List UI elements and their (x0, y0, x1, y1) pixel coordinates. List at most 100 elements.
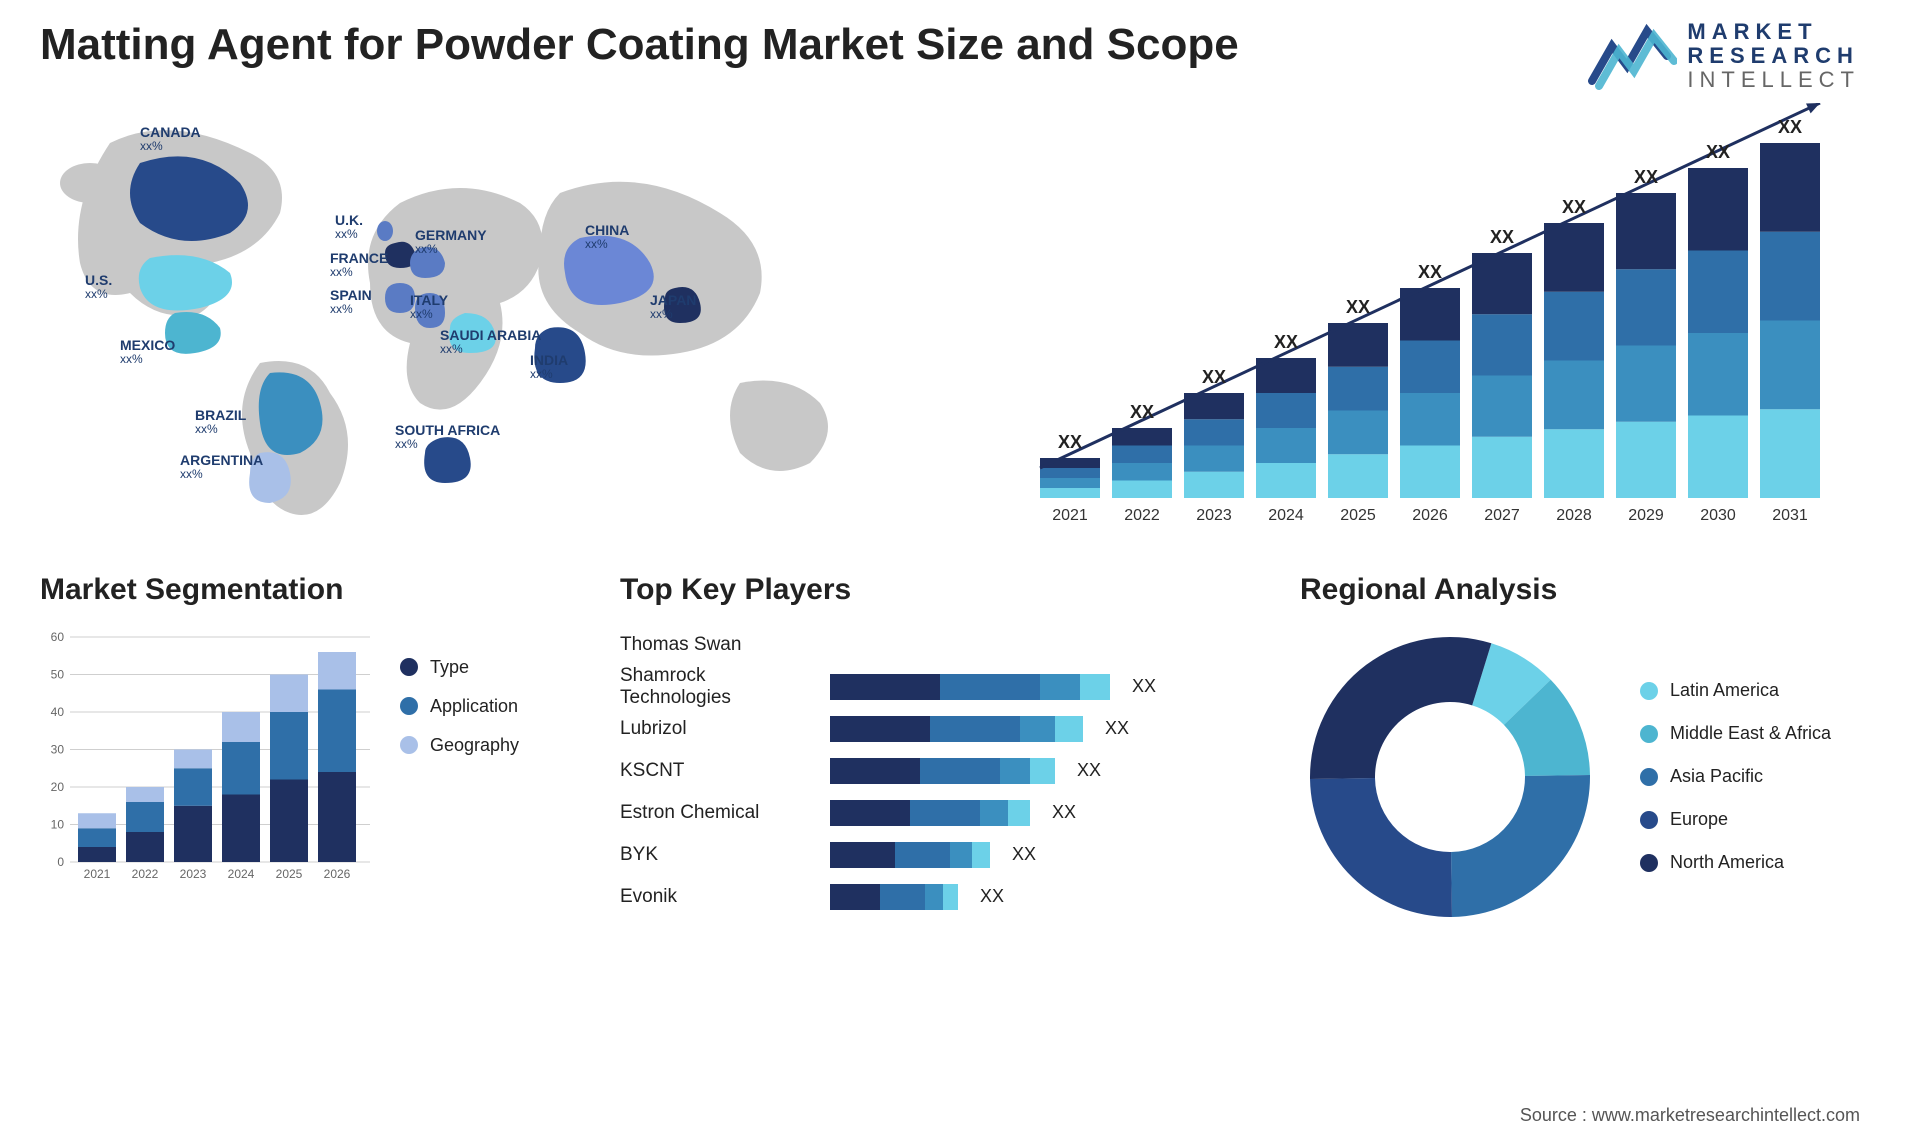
logo-line2: RESEARCH (1687, 44, 1860, 68)
legend-label: North America (1670, 852, 1784, 873)
legend-label: Latin America (1670, 680, 1779, 701)
svg-text:XX: XX (1058, 432, 1082, 452)
svg-text:2026: 2026 (1412, 507, 1448, 524)
svg-text:2025: 2025 (1340, 507, 1376, 524)
svg-text:60: 60 (51, 630, 65, 644)
player-bar-segment (1020, 716, 1055, 742)
legend-dot-icon (1640, 811, 1658, 829)
map-label: CHINAxx% (585, 223, 629, 252)
svg-text:XX: XX (1490, 227, 1514, 247)
svg-text:2022: 2022 (1124, 507, 1160, 524)
svg-text:XX: XX (1346, 297, 1370, 317)
player-bar-segment (925, 884, 943, 910)
svg-text:2021: 2021 (1052, 507, 1088, 524)
player-name: Lubrizol (620, 718, 820, 740)
player-bar-segment (1008, 800, 1030, 826)
legend-label: Application (430, 696, 518, 717)
map-label: ARGENTINAxx% (180, 453, 263, 482)
legend-item: Asia Pacific (1640, 766, 1831, 787)
legend-dot-icon (1640, 854, 1658, 872)
player-bar-segment (1040, 674, 1080, 700)
top-row: CANADAxx%U.S.xx%MEXICOxx%BRAZILxx%ARGENT… (40, 103, 1880, 533)
page-title: Matting Agent for Powder Coating Market … (40, 20, 1239, 70)
logo-text: MARKET RESEARCH INTELLECT (1687, 20, 1860, 93)
bottom-row: Market Segmentation 0102030405060 202120… (40, 573, 1880, 927)
legend-item: Application (400, 696, 519, 717)
map-label: MEXICOxx% (120, 338, 175, 367)
map-label: U.S.xx% (85, 273, 112, 302)
player-value: XX (980, 886, 1004, 907)
player-bar (830, 884, 958, 910)
player-bar (830, 842, 990, 868)
svg-text:2021: 2021 (84, 867, 111, 881)
segmentation-legend: TypeApplicationGeography (400, 627, 519, 887)
svg-text:XX: XX (1778, 117, 1802, 137)
player-bar-segment (950, 842, 972, 868)
player-name: Shamrock Technologies (620, 665, 820, 709)
player-bar-segment (980, 800, 1008, 826)
player-row: Thomas Swan (620, 627, 1240, 663)
legend-dot-icon (1640, 725, 1658, 743)
legend-item: Europe (1640, 809, 1831, 830)
svg-text:2029: 2029 (1628, 507, 1664, 524)
player-value: XX (1052, 802, 1076, 823)
map-label: U.K.xx% (335, 213, 363, 242)
player-row: Lubrizol XX (620, 711, 1240, 747)
key-players-title: Top Key Players (620, 573, 1240, 607)
player-name: Evonik (620, 886, 820, 908)
world-map-svg (40, 103, 940, 533)
player-bar-segment (972, 842, 990, 868)
key-players-list: Thomas SwanShamrock TechnologiesXXLubriz… (620, 627, 1240, 915)
logo-mark-icon (1587, 21, 1677, 91)
svg-text:XX: XX (1130, 402, 1154, 422)
player-bar-segment (895, 842, 950, 868)
legend-label: Europe (1670, 809, 1728, 830)
player-row: Evonik XX (620, 879, 1240, 915)
player-bar-segment (830, 758, 920, 784)
player-bar-segment (830, 674, 940, 700)
legend-item: Type (400, 657, 519, 678)
player-bar (830, 800, 1030, 826)
world-map: CANADAxx%U.S.xx%MEXICOxx%BRAZILxx%ARGENT… (40, 103, 940, 533)
svg-text:2022: 2022 (132, 867, 159, 881)
player-row: Estron ChemicalXX (620, 795, 1240, 831)
map-label: SOUTH AFRICAxx% (395, 423, 500, 452)
svg-text:30: 30 (51, 742, 65, 756)
svg-text:2024: 2024 (1268, 507, 1304, 524)
player-bar-segment (920, 758, 1000, 784)
player-value: XX (1105, 718, 1129, 739)
svg-text:40: 40 (51, 705, 65, 719)
player-value: XX (1132, 676, 1156, 697)
player-bar (830, 674, 1110, 700)
logo-line3: INTELLECT (1687, 68, 1860, 92)
legend-item: Latin America (1640, 680, 1831, 701)
svg-text:2023: 2023 (180, 867, 207, 881)
svg-text:XX: XX (1562, 197, 1586, 217)
main-chart-svg: 2021202220232024202520262027202820292030… (1000, 103, 1880, 533)
legend-dot-icon (400, 697, 418, 715)
legend-label: Type (430, 657, 469, 678)
svg-text:10: 10 (51, 817, 65, 831)
player-bar-segment (830, 842, 895, 868)
map-label: FRANCExx% (330, 251, 388, 280)
player-bar-segment (930, 716, 1020, 742)
player-name: Thomas Swan (620, 634, 820, 656)
player-value: XX (1077, 760, 1101, 781)
player-bar-segment (910, 800, 980, 826)
legend-label: Asia Pacific (1670, 766, 1763, 787)
player-row: BYKXX (620, 837, 1240, 873)
player-bar-segment (830, 716, 930, 742)
svg-text:2030: 2030 (1700, 507, 1736, 524)
legend-dot-icon (1640, 768, 1658, 786)
player-name: BYK (620, 844, 820, 866)
logo-line1: MARKET (1687, 20, 1860, 44)
segmentation-title: Market Segmentation (40, 573, 560, 607)
source-text: Source : www.marketresearchintellect.com (1520, 1105, 1860, 1126)
svg-text:20: 20 (51, 780, 65, 794)
player-bar-segment (1055, 716, 1083, 742)
regional-donut (1300, 627, 1600, 927)
svg-text:0: 0 (57, 855, 64, 869)
svg-text:2023: 2023 (1196, 507, 1232, 524)
legend-item: Middle East & Africa (1640, 723, 1831, 744)
legend-dot-icon (400, 658, 418, 676)
